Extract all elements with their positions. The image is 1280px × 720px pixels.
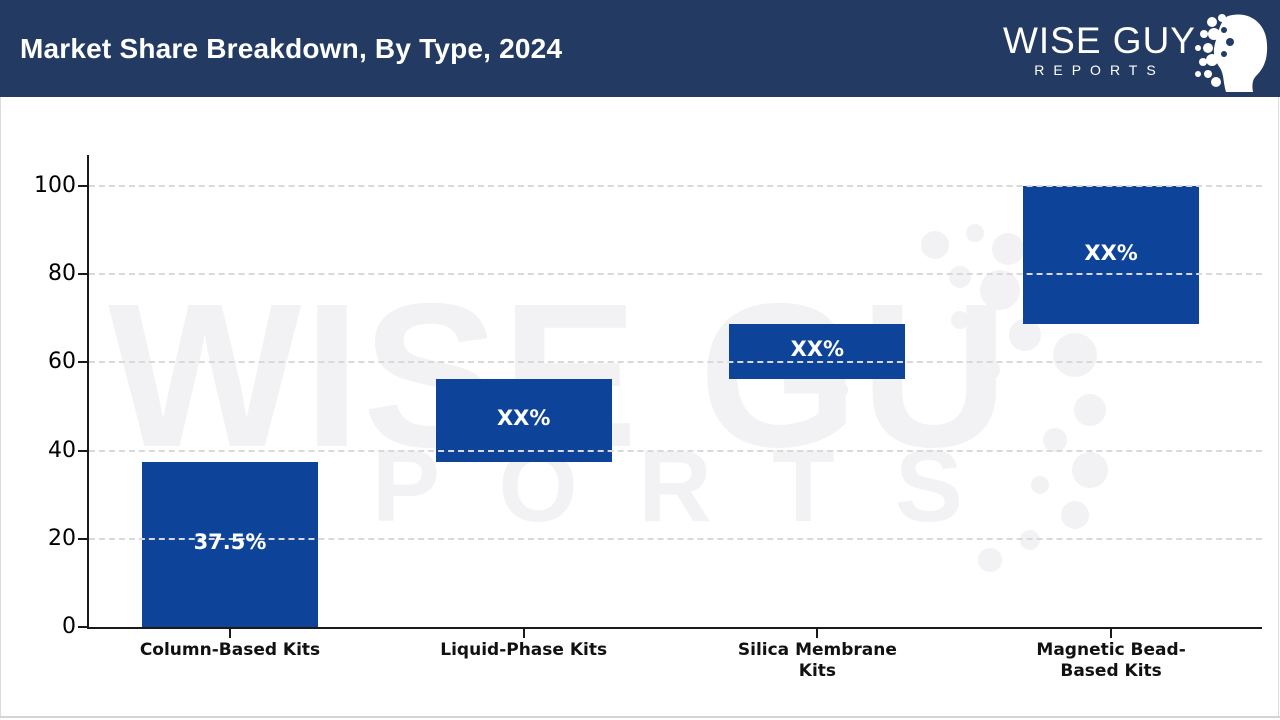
y-tick-label-0: 0 xyxy=(62,614,76,639)
category-label-magnetic-bead-based-kits: Magnetic Bead- Based Kits xyxy=(961,640,1261,682)
gridline-60 xyxy=(89,361,1262,364)
logo-wordmark: WISE GUY REPORTS xyxy=(1002,20,1196,79)
page-border-bottom xyxy=(0,716,1280,718)
y-tick-80 xyxy=(78,273,87,276)
category-label-line: Silica Membrane xyxy=(737,640,897,660)
y-tick-0 xyxy=(78,626,87,628)
y-tick-60 xyxy=(78,361,87,364)
category-label-silica-membrane-kits: Silica Membrane Kits xyxy=(667,640,967,682)
y-tick-100 xyxy=(78,185,87,187)
category-label-line: Magnetic Bead- xyxy=(1036,640,1186,660)
category-label-column-based-kits: Column-Based Kits xyxy=(80,640,380,661)
page-title: Market Share Breakdown, By Type, 2024 xyxy=(20,32,563,64)
y-tick-40 xyxy=(78,449,87,452)
category-label-liquid-phase-kits: Liquid-Phase Kits xyxy=(374,640,674,661)
gridline-40 xyxy=(89,449,1262,452)
category-label-line: Kits xyxy=(798,661,837,681)
logo-name-bottom: REPORTS xyxy=(1034,62,1165,78)
y-tick-20 xyxy=(78,537,87,540)
bar-value-label-liquid-phase-kits: XX% xyxy=(496,406,551,431)
x-axis xyxy=(87,627,1262,629)
x-tick-column-based-kits xyxy=(229,629,231,638)
y-tick-label-20: 20 xyxy=(48,525,76,551)
logo: WISE GUY REPORTS xyxy=(1003,6,1268,92)
gridline-20 xyxy=(89,537,1262,540)
bar-column-based-kits xyxy=(142,461,318,627)
bar-value-label-silica-membrane-kits: XX% xyxy=(790,337,845,362)
page-border-right xyxy=(1278,97,1279,718)
gridline-100 xyxy=(89,185,1262,187)
category-label-line: Liquid-Phase Kits xyxy=(440,640,608,660)
bar-value-label-magnetic-bead-based-kits: XX% xyxy=(1084,240,1138,265)
gridline-80 xyxy=(89,273,1262,276)
y-axis xyxy=(87,155,89,629)
y-tick-label-80: 80 xyxy=(48,261,76,287)
logo-head-icon xyxy=(1195,14,1268,92)
x-tick-magnetic-bead-based-kits xyxy=(1110,629,1113,638)
x-tick-liquid-phase-kits xyxy=(522,629,525,638)
header-bar: Market Share Breakdown, By Type, 2024 WI… xyxy=(0,0,1280,97)
bar-liquid-phase-kits xyxy=(435,378,612,462)
y-tick-label-100: 100 xyxy=(34,173,76,198)
category-label-line: Column-Based Kits xyxy=(139,640,321,660)
bar-value-label-column-based-kits: 37.5% xyxy=(193,530,267,555)
bar-silica-membrane-kits xyxy=(729,323,906,379)
y-tick-label-40: 40 xyxy=(48,437,76,463)
x-tick-silica-membrane-kits xyxy=(816,629,819,638)
bar-magnetic-bead-based-kits xyxy=(1023,186,1200,324)
y-tick-label-60: 60 xyxy=(48,349,76,375)
logo-name-top: WISE GUY xyxy=(1002,20,1196,61)
page-border-left xyxy=(0,97,1,718)
category-label-line: Based Kits xyxy=(1060,661,1162,681)
